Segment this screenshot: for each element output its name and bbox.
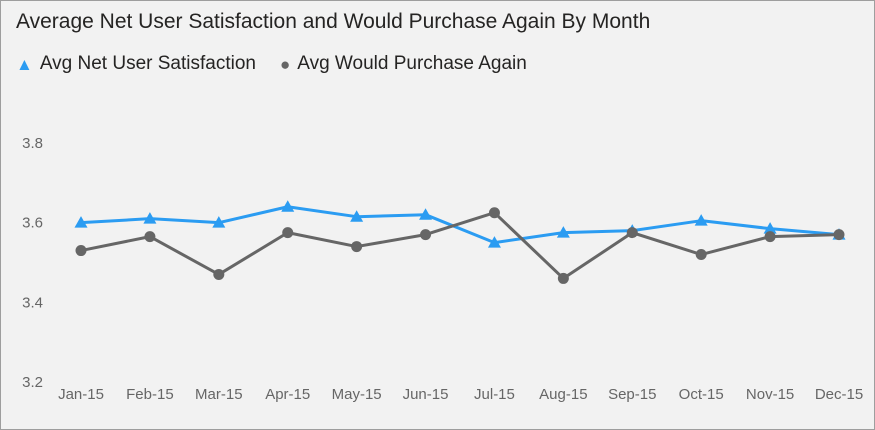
data-point-marker[interactable]: [487, 236, 501, 248]
y-axis-tick-label: 3.8: [22, 135, 43, 152]
x-axis-tick-label: Oct-15: [679, 386, 724, 403]
line-chart: 3.2 3.4 3.6 3.8 Jan-15 Feb-15 Mar-15 Apr-15 May-…: [22, 135, 863, 403]
y-axis-tick-label: 3.6: [22, 215, 43, 232]
chart-title: Average Net User Satisfaction and Would …: [16, 10, 651, 33]
data-point-marker[interactable]: [282, 227, 294, 239]
data-point-marker[interactable]: [764, 231, 776, 243]
x-axis-tick-label: May-15: [332, 386, 382, 403]
data-point-marker[interactable]: [626, 227, 638, 239]
legend-label: Avg Would Purchase Again: [297, 53, 527, 74]
data-point-marker[interactable]: [420, 229, 432, 241]
data-point-marker[interactable]: [694, 214, 708, 226]
x-axis-tick-label: Jul-15: [474, 386, 515, 403]
x-axis-tick-label: Feb-15: [126, 386, 174, 403]
data-point-marker[interactable]: [488, 207, 500, 219]
data-point-marker[interactable]: [833, 229, 845, 241]
circle-marker-icon: ●: [279, 54, 291, 74]
x-axis-tick-label: Dec-15: [815, 386, 863, 403]
series-line: [79, 205, 841, 245]
x-axis-tick-label: Sep-15: [608, 386, 656, 403]
data-point-marker[interactable]: [350, 210, 364, 222]
y-axis-tick-label: 3.2: [22, 374, 43, 391]
legend-item-would-purchase-again[interactable]: ● Avg Would Purchase Again: [280, 53, 527, 75]
data-point-marker[interactable]: [351, 241, 363, 253]
data-point-marker[interactable]: [695, 249, 707, 261]
data-point-marker[interactable]: [212, 216, 226, 228]
x-axis-tick-label: Apr-15: [265, 386, 310, 403]
data-point-marker[interactable]: [281, 200, 295, 212]
data-point-marker[interactable]: [419, 208, 433, 220]
x-axis-tick-label: Mar-15: [195, 386, 243, 403]
x-axis-tick-label: Jan-15: [58, 386, 104, 403]
chart-legend: ▲ Avg Net User Satisfaction ● Avg Would …: [16, 53, 527, 75]
data-point-marker[interactable]: [763, 222, 777, 234]
legend-label: Avg Net User Satisfaction: [39, 53, 256, 74]
data-point-marker[interactable]: [144, 231, 156, 243]
data-point-marker[interactable]: [74, 216, 88, 228]
data-point-marker[interactable]: [213, 268, 225, 280]
data-point-marker[interactable]: [75, 245, 87, 257]
data-point-marker[interactable]: [556, 226, 570, 238]
x-axis-tick-label: Jun-15: [403, 386, 449, 403]
series-line: [79, 211, 841, 280]
data-point-marker[interactable]: [143, 212, 157, 224]
y-axis-tick-label: 3.4: [22, 294, 43, 311]
x-axis-tick-label: Aug-15: [539, 386, 587, 403]
x-axis-tick-label: Nov-15: [746, 386, 794, 403]
data-point-marker[interactable]: [557, 272, 569, 284]
legend-item-net-user-satisfaction[interactable]: ▲ Avg Net User Satisfaction: [16, 53, 256, 75]
triangle-marker-icon: ▲: [16, 54, 33, 74]
